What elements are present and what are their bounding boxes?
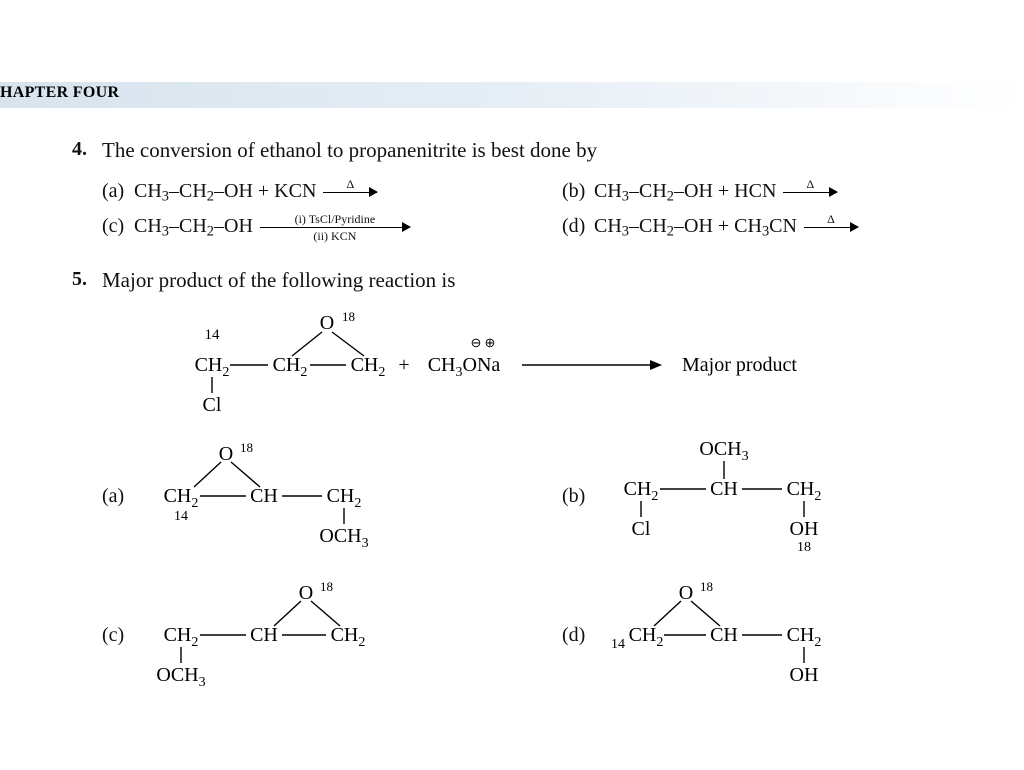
svg-text:CH2: CH2: [787, 624, 822, 650]
svg-text:CH2: CH2: [629, 624, 664, 650]
q5-option-a: (a) O 18 CH2 14 CH CH2: [102, 437, 542, 557]
svg-text:14: 14: [205, 327, 221, 343]
svg-text:CH2: CH2: [327, 485, 362, 511]
option-label: (d): [562, 213, 594, 240]
option-label: (c): [102, 622, 136, 649]
option-label: (b): [562, 483, 596, 510]
question-5: 5. Major product of the following reacti…: [72, 266, 992, 294]
option-body: CH3–CH2–OH + HCN Δ: [594, 178, 1002, 205]
option-body: CH3–CH2–OH (i) TsCl/Pyridine (ii) KCN: [134, 213, 542, 240]
q5-scheme-structure: O 18 14 CH2 CH2 CH2: [102, 309, 992, 419]
content: 4. The conversion of ethanol to propanen…: [72, 136, 992, 691]
arrow-icon: Δ: [804, 227, 858, 228]
svg-text:14: 14: [611, 637, 625, 652]
svg-text:CH: CH: [250, 485, 278, 507]
option-structure: O 18 14 CH2 CH CH2 OH: [596, 581, 856, 691]
question-4: 4. The conversion of ethanol to propanen…: [72, 136, 992, 164]
option-label: (b): [562, 178, 594, 205]
q5-scheme: O 18 14 CH2 CH2 CH2: [102, 309, 992, 419]
svg-text:CH2: CH2: [787, 478, 822, 504]
q5-option-d: (d) O 18 14 CH2 CH CH2: [562, 581, 1002, 691]
svg-text:Cl: Cl: [632, 518, 651, 540]
chapter-band: [0, 82, 1024, 108]
question-number: 4.: [72, 136, 102, 163]
option-label: (a): [102, 178, 134, 205]
svg-text:18: 18: [320, 581, 333, 594]
svg-text:O: O: [320, 312, 334, 334]
q4-option-b: (b) CH3–CH2–OH + HCN Δ: [562, 178, 1002, 205]
option-label: (d): [562, 622, 596, 649]
q4-option-d: (d) CH3–CH2–OH + CH3CN Δ: [562, 213, 1002, 240]
arrow-icon: Δ: [783, 192, 837, 193]
q5-option-c: (c) O 18 CH2 CH CH2: [102, 581, 542, 691]
svg-text:18: 18: [700, 581, 713, 594]
q4-options: (a) CH3–CH2–OH + KCN Δ (b) CH3–CH2–OH + …: [102, 178, 992, 240]
svg-text:CH3ONa: CH3ONa: [428, 354, 501, 380]
svg-text:OH: OH: [790, 518, 819, 540]
svg-text:O: O: [679, 582, 693, 604]
svg-text:OCH3: OCH3: [699, 438, 748, 464]
option-label: (c): [102, 213, 134, 240]
question-text: Major product of the following reaction …: [102, 266, 992, 294]
svg-text:Cl: Cl: [203, 394, 222, 416]
svg-text:18: 18: [342, 309, 355, 324]
svg-text:O: O: [299, 582, 313, 604]
page: HAPTER FOUR 4. The conversion of ethanol…: [0, 0, 1024, 770]
option-structure: O 18 CH2 CH CH2 OCH3: [136, 581, 396, 691]
svg-text:O: O: [219, 443, 233, 465]
svg-text:14: 14: [174, 509, 188, 524]
svg-text:OCH3: OCH3: [319, 525, 368, 551]
svg-text:CH2: CH2: [273, 354, 308, 380]
option-structure: O 18 CH2 14 CH CH2 OCH3: [136, 442, 396, 552]
question-number: 5.: [72, 266, 102, 293]
svg-text:CH: CH: [710, 478, 738, 500]
arrow-below: (ii) KCN: [260, 230, 410, 242]
option-structure: OCH3 CH2 CH CH2 Cl OH 18: [596, 437, 856, 557]
svg-text:18: 18: [240, 442, 253, 455]
svg-text:Major product: Major product: [682, 354, 797, 376]
svg-text:OCH3: OCH3: [156, 664, 205, 690]
svg-text:CH2: CH2: [164, 624, 199, 650]
q5-option-b: (b) OCH3 CH2 CH CH2 Cl: [562, 437, 1002, 557]
chapter-label: HAPTER FOUR: [0, 84, 119, 102]
q4-option-a: (a) CH3–CH2–OH + KCN Δ: [102, 178, 542, 205]
svg-text:CH2: CH2: [164, 485, 199, 511]
option-body: CH3–CH2–OH + CH3CN Δ: [594, 213, 1002, 240]
option-body: CH3–CH2–OH + KCN Δ: [134, 178, 542, 205]
svg-text:CH2: CH2: [351, 354, 386, 380]
svg-text:CH: CH: [710, 624, 738, 646]
q5-options: (a) O 18 CH2 14 CH CH2: [102, 437, 992, 691]
svg-text:18: 18: [797, 540, 811, 555]
svg-text:+: +: [398, 354, 409, 376]
arrow-icon: (i) TsCl/Pyridine (ii) KCN: [260, 227, 410, 228]
svg-text:CH2: CH2: [331, 624, 366, 650]
option-label: (a): [102, 483, 136, 510]
arrow-above: (i) TsCl/Pyridine: [260, 213, 410, 225]
arrow-icon: Δ: [323, 192, 377, 193]
svg-text:⊖: ⊖: [471, 335, 482, 350]
svg-text:CH: CH: [250, 624, 278, 646]
svg-text:OH: OH: [790, 664, 819, 686]
q4-option-c: (c) CH3–CH2–OH (i) TsCl/Pyridine (ii) KC…: [102, 213, 542, 240]
svg-text:CH2: CH2: [624, 478, 659, 504]
svg-text:CH2: CH2: [195, 354, 230, 380]
svg-text:⊕: ⊕: [485, 335, 496, 350]
question-text: The conversion of ethanol to propanenitr…: [102, 136, 992, 164]
